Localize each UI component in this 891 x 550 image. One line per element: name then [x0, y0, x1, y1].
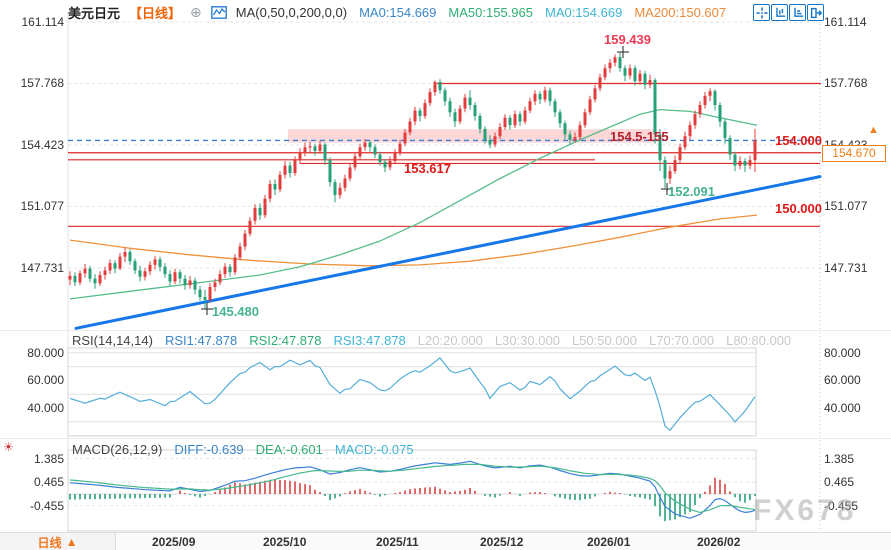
crosshair-icon[interactable] [753, 4, 770, 21]
x-axis-month-label: 2026/02 [697, 535, 741, 549]
x-axis-scale-icon[interactable] [789, 4, 806, 21]
ma-value: MA200:150.607 [634, 4, 727, 20]
x-axis-month-label: 2025/11 [376, 535, 419, 549]
y-axis-scale-icon[interactable] [771, 4, 788, 21]
rsi-value: L20:20.000 [417, 333, 483, 348]
ma-value: MA50:155.965 [448, 4, 533, 20]
macd-value: MACD(26,12,9) [72, 442, 163, 457]
chart-toolbar [753, 4, 824, 21]
macd-value: DEA:-0.601 [255, 442, 323, 457]
price-up-arrow-icon: ▲ [868, 124, 879, 136]
macd-value: MACD:-0.075 [334, 442, 414, 457]
ma-legend-icon [210, 5, 227, 19]
indicator-settings-icon[interactable]: ☀ [3, 440, 14, 454]
macd-value: DIFF:-0.639 [174, 442, 244, 457]
ma-values: MA(0,50,0,200,0,0) MA0:154.669 MA50:155.96… [236, 5, 726, 20]
timeframe-selector-label: 日线 [37, 535, 62, 550]
rsi-value: RSI3:47.878 [333, 333, 406, 348]
rsi-value: RSI(14,14,14) [72, 333, 153, 348]
rsi-value: L80:80.000 [726, 333, 792, 348]
rsi-indicator-header[interactable]: RSI(14,14,14) RSI1:47.878 RSI2:47.878 RSI3:… [72, 333, 791, 348]
rsi-value: L70:70.000 [649, 333, 715, 348]
rsi-value: RSI1:47.878 [164, 333, 238, 348]
timeframe-selector[interactable]: 日线 ▲ [0, 533, 116, 550]
timeframe-label: 【日线】 [129, 5, 182, 21]
rsi-value: RSI2:47.878 [249, 333, 322, 348]
add-indicator-icon[interactable]: ⊕ [190, 4, 202, 20]
time-axis-bar: 日线 ▲ 2025/09 2025/10 2025/11 2025/12 2026/01… [0, 532, 891, 550]
rsi-value: L50:50.000 [571, 333, 638, 348]
symbol-title: 美元日元 [68, 5, 121, 21]
current-price-badge: 154.670 [822, 145, 886, 162]
x-axis-month-label: 2026/01 [587, 535, 631, 549]
rsi-value: L30:30.000 [494, 333, 560, 348]
ma-value: MA0:154.669 [359, 4, 437, 20]
ma-value: MA(0,50,0,200,0,0) [235, 4, 348, 20]
macd-indicator-header[interactable]: MACD(26,12,9) DIFF:-0.639 DEA:-0.601 MACD:-… [72, 442, 414, 457]
x-axis-month-label: 2025/12 [480, 535, 524, 549]
x-axis-month-label: 2025/09 [152, 535, 196, 549]
chart-header: 美元日元 【日线】 ⊕ MA(0,50,0,200,0,0) MA0:154.66… [68, 3, 726, 21]
ma-value: MA0:154.669 [544, 4, 623, 20]
pan-right-icon[interactable] [807, 4, 824, 21]
x-axis-month-label: 2025/10 [263, 535, 307, 549]
chevron-up-icon: ▲ [65, 535, 78, 549]
